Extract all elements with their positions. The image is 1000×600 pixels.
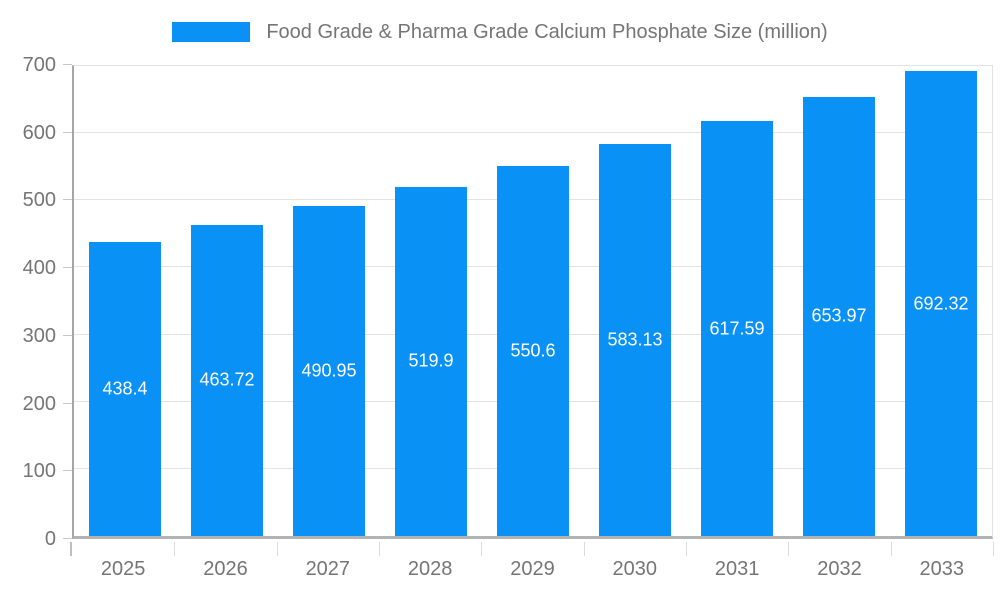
x-tick-label: 2030 — [612, 558, 658, 580]
bar-value-label: 617.59 — [709, 318, 765, 339]
y-axis-ticks — [63, 64, 72, 539]
bar-slot: 519.9 — [380, 66, 482, 536]
x-tick-label: 2025 — [100, 558, 146, 580]
bar-value-label: 550.6 — [510, 340, 556, 361]
x-tick-label: 2031 — [714, 558, 760, 580]
plot-area: 438.4 463.72 490.95 519.9 550.6 583.13 617.59 6… — [72, 65, 993, 539]
bar: 490.95 — [293, 206, 365, 536]
bar-slot: 550.6 — [482, 66, 584, 536]
bar: 438.4 — [89, 241, 161, 536]
y-tick-mark — [63, 402, 72, 404]
bar-value-label: 463.72 — [199, 369, 255, 390]
y-tick-label: 600 — [22, 121, 56, 144]
bar-slot: 583.13 — [584, 66, 686, 536]
bar-value-label: 490.95 — [301, 360, 357, 381]
bar: 617.59 — [701, 121, 773, 536]
x-tick-mark — [276, 542, 278, 556]
x-axis-labels: 2025 2026 2027 2028 2029 2030 2031 2032 2033 — [72, 558, 993, 581]
x-tick-mark — [70, 542, 72, 556]
x-tick-mark — [685, 542, 687, 556]
bar-value-label: 692.32 — [913, 293, 969, 314]
x-tick-mark — [788, 542, 790, 556]
bar-slot: 653.97 — [788, 66, 890, 536]
bars: 438.4 463.72 490.95 519.9 550.6 583.13 617.59 6… — [74, 66, 992, 536]
x-tick-mark — [481, 542, 483, 556]
bar: 583.13 — [599, 144, 671, 536]
x-tick-label: 2026 — [203, 558, 248, 580]
y-tick-mark — [63, 267, 72, 269]
x-tick-mark — [993, 542, 994, 556]
legend-swatch — [172, 22, 251, 42]
bar-value-label: 653.97 — [811, 305, 867, 326]
y-tick-mark — [63, 64, 72, 65]
bar-slot: 438.4 — [74, 66, 176, 536]
x-tick-mark — [174, 542, 176, 556]
y-tick-label: 0 — [44, 528, 56, 550]
y-tick-mark — [63, 199, 72, 201]
bar-slot: 490.95 — [278, 66, 380, 536]
x-tick-label: 2029 — [510, 558, 555, 580]
bar-slot: 692.32 — [890, 66, 992, 536]
bar-value-label: 438.4 — [102, 378, 148, 399]
y-tick-mark — [63, 538, 72, 539]
y-tick-label: 700 — [22, 54, 56, 76]
x-tick-mark — [378, 542, 380, 556]
bar: 550.6 — [497, 166, 569, 536]
bar-value-label: 519.9 — [408, 350, 454, 371]
y-tick-mark — [63, 131, 72, 133]
y-tick-label: 300 — [22, 324, 56, 347]
y-tick-label: 100 — [22, 460, 56, 483]
legend-label: Food Grade & Pharma Grade Calcium Phosph… — [266, 20, 828, 43]
bar: 653.97 — [803, 96, 875, 536]
y-tick-mark — [63, 470, 72, 472]
y-axis-labels: 0 100 200 300 400 500 600 700 — [0, 54, 56, 550]
x-tick-mark — [890, 542, 892, 556]
bar-slot: 617.59 — [686, 66, 788, 536]
bar: 692.32 — [905, 71, 977, 536]
x-axis-ticks — [70, 542, 994, 558]
bar: 463.72 — [191, 224, 263, 536]
x-tick-label: 2032 — [817, 558, 862, 580]
y-tick-label: 200 — [22, 392, 56, 415]
bar: 519.9 — [395, 186, 467, 536]
grid-line — [74, 132, 992, 134]
x-tick-label: 2027 — [305, 558, 351, 580]
legend: Food Grade & Pharma Grade Calcium Phosph… — [0, 14, 1000, 50]
x-tick-label: 2028 — [407, 558, 453, 580]
bar-slot: 463.72 — [176, 66, 278, 536]
y-tick-mark — [63, 334, 72, 336]
bar-value-label: 583.13 — [607, 329, 663, 350]
x-tick-mark — [583, 542, 585, 556]
y-tick-label: 400 — [22, 257, 56, 280]
x-tick-label: 2033 — [919, 558, 965, 580]
y-tick-label: 500 — [22, 189, 56, 212]
